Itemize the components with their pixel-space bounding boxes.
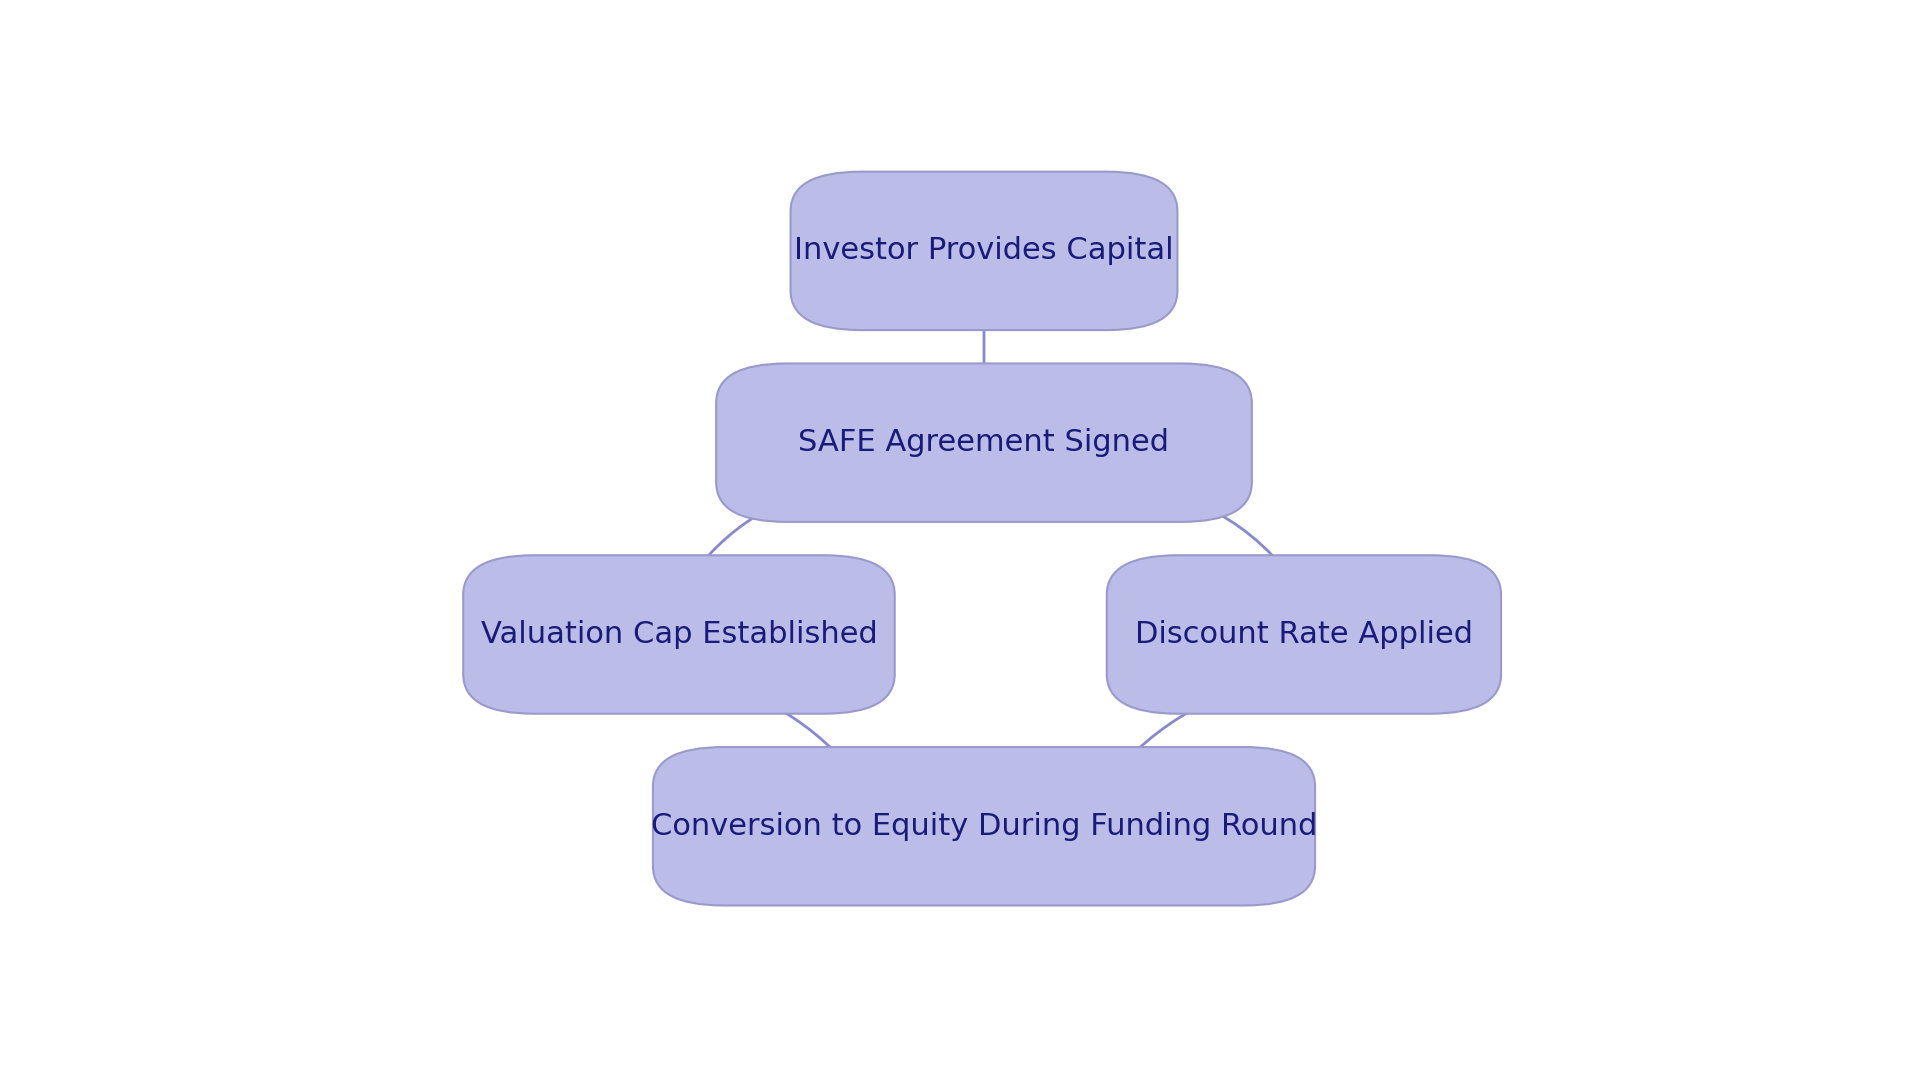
Text: Discount Rate Applied: Discount Rate Applied [1135,619,1473,649]
FancyBboxPatch shape [1106,556,1501,714]
FancyBboxPatch shape [463,556,895,714]
Text: Investor Provides Capital: Investor Provides Capital [795,236,1173,265]
FancyBboxPatch shape [791,172,1177,330]
Text: Conversion to Equity During Funding Round: Conversion to Equity During Funding Roun… [651,812,1317,840]
FancyBboxPatch shape [716,364,1252,522]
FancyBboxPatch shape [653,747,1315,905]
Text: Valuation Cap Established: Valuation Cap Established [480,619,877,649]
Text: SAFE Agreement Signed: SAFE Agreement Signed [799,428,1169,457]
